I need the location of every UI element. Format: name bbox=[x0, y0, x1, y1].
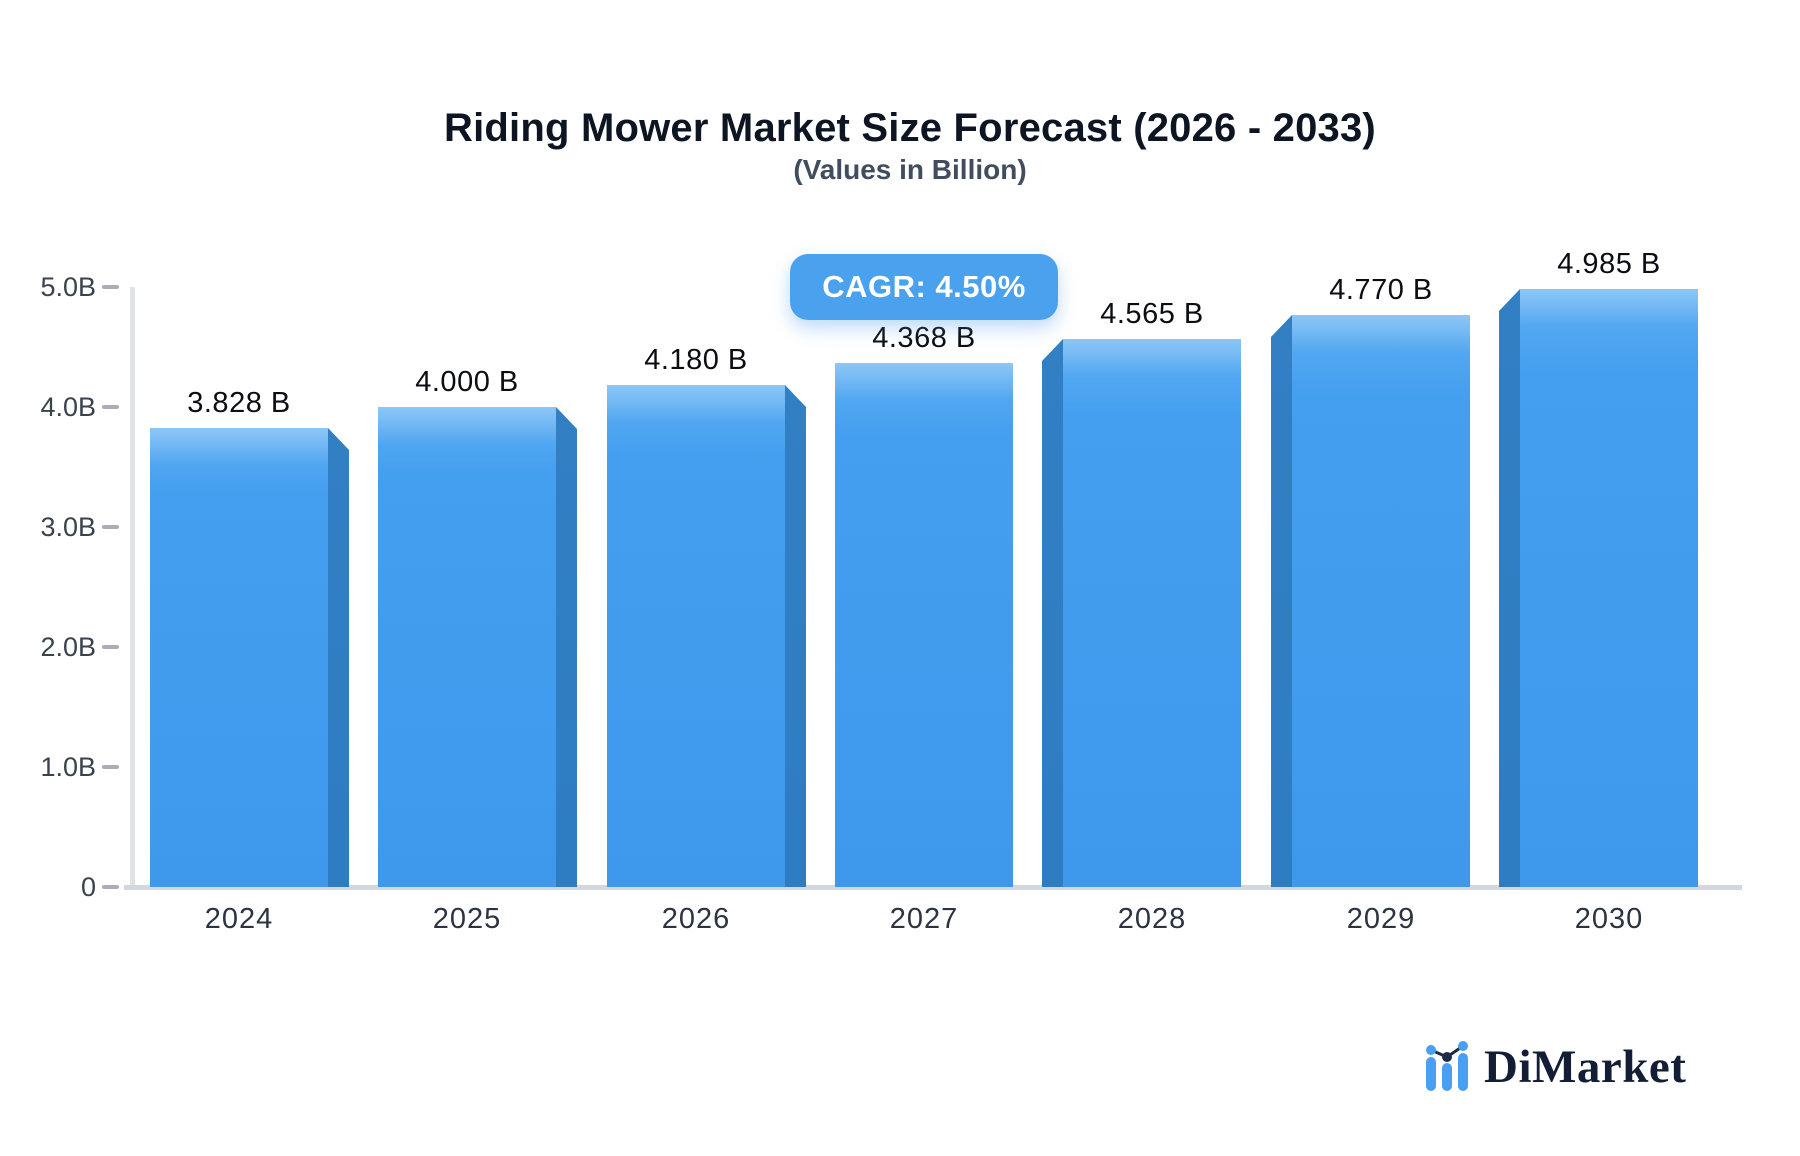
bar-2030: 4.985 B 2030 bbox=[1499, 248, 1698, 935]
bar-front-face bbox=[150, 428, 328, 887]
x-axis-label: 2026 bbox=[662, 903, 731, 935]
y-axis-tick bbox=[102, 645, 119, 649]
bar-side-face bbox=[328, 428, 349, 887]
bar-2025: 4.000 B 2025 bbox=[378, 366, 577, 935]
bar-2028: 4.565 B 2028 bbox=[1042, 298, 1241, 935]
bar-front-face bbox=[1292, 315, 1470, 887]
y-axis-label: 2.0B bbox=[40, 632, 96, 662]
x-axis-line bbox=[124, 885, 1742, 890]
y-axis-tick bbox=[102, 525, 119, 529]
page-title: Riding Mower Market Size Forecast (2026 … bbox=[444, 106, 1376, 150]
y-axis-label: 1.0B bbox=[40, 752, 96, 782]
bar-value-label: 4.565 B bbox=[1100, 298, 1203, 330]
bar-top-highlight bbox=[378, 407, 556, 445]
bar-top-highlight bbox=[1063, 339, 1241, 377]
y-axis-label: 5.0B bbox=[40, 272, 96, 302]
bar-top-highlight bbox=[607, 385, 785, 423]
bar-front-face bbox=[607, 385, 785, 887]
y-axis-label: 0 bbox=[81, 872, 96, 902]
bar-2024: 3.828 B 2024 bbox=[150, 387, 349, 935]
y-axis-line bbox=[130, 287, 135, 887]
bar-side-face bbox=[1042, 339, 1063, 887]
bar-front-face bbox=[1520, 289, 1698, 887]
y-axis-tick bbox=[102, 285, 119, 289]
bar-front-face bbox=[835, 363, 1013, 887]
y-axis-label: 4.0B bbox=[40, 392, 96, 422]
x-axis-label: 2028 bbox=[1118, 903, 1187, 935]
bar-top-highlight bbox=[835, 363, 1013, 401]
bar-side-face bbox=[785, 385, 806, 887]
bar-top-highlight bbox=[1520, 289, 1698, 327]
bar-value-label: 3.828 B bbox=[187, 387, 290, 419]
bar-2027: 4.368 B 2027 bbox=[835, 322, 1013, 935]
bar-2029: 4.770 B 2029 bbox=[1271, 274, 1470, 935]
cagr-badge: CAGR: 4.50% bbox=[790, 254, 1058, 320]
bar-value-label: 4.000 B bbox=[415, 366, 518, 398]
bar-value-label: 4.770 B bbox=[1329, 274, 1432, 306]
x-axis-label: 2029 bbox=[1347, 903, 1416, 935]
x-axis-label: 2025 bbox=[433, 903, 502, 935]
dimarket-logo-icon bbox=[1426, 1041, 1468, 1091]
x-axis-label: 2030 bbox=[1575, 903, 1644, 935]
chart-subtitle: (Values in Billion) bbox=[793, 154, 1027, 185]
bar-top-highlight bbox=[1292, 315, 1470, 353]
bar-front-face bbox=[1063, 339, 1241, 887]
bar-value-label: 4.368 B bbox=[872, 322, 975, 354]
y-axis-tick bbox=[102, 885, 119, 889]
bar-side-face bbox=[1499, 289, 1520, 887]
bar-2026: 4.180 B 2026 bbox=[607, 344, 806, 935]
bar-top-highlight bbox=[150, 428, 328, 466]
y-axis-tick bbox=[102, 405, 119, 409]
y-axis-label: 3.0B bbox=[40, 512, 96, 542]
bar-value-label: 4.985 B bbox=[1557, 248, 1660, 280]
x-axis-label: 2027 bbox=[890, 903, 959, 935]
bar-value-label: 4.180 B bbox=[644, 344, 747, 376]
bar-side-face bbox=[556, 407, 577, 887]
bar-front-face bbox=[378, 407, 556, 887]
x-axis-label: 2024 bbox=[205, 903, 274, 935]
bar-side-face bbox=[1271, 315, 1292, 887]
brand-logo: DiMarket bbox=[1424, 1038, 1686, 1096]
y-axis-tick bbox=[102, 765, 119, 769]
brand-name: DiMarket bbox=[1484, 1041, 1687, 1093]
